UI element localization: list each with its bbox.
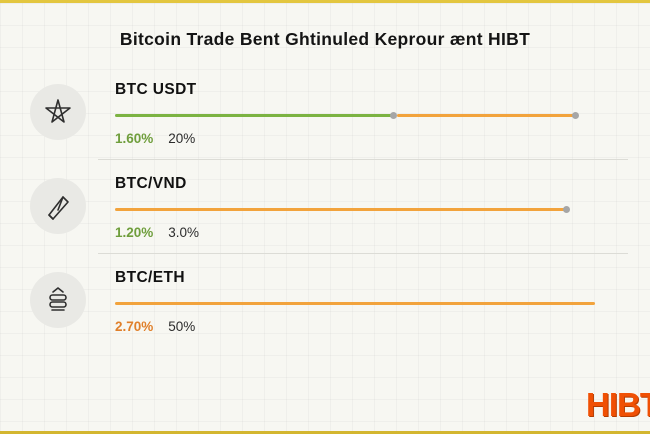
- bar-segment-green: [115, 113, 394, 117]
- bar-segment-orange: [115, 301, 595, 305]
- pen-icon: [48, 196, 69, 220]
- bar-mid-dot: [390, 111, 398, 119]
- progress-bar: [115, 111, 595, 119]
- list-item-btc-usdt: BTC USDT 1.60% 20%: [0, 66, 650, 159]
- row-labels: 1.20% 3.0%: [115, 225, 595, 240]
- hibt-logo: HIBT: [586, 386, 650, 423]
- rate-value: 2.70%: [115, 319, 154, 334]
- list-item-btc-vnd: BTC/VND 1.20% 3.0%: [0, 160, 650, 253]
- row-labels: 1.60% 20%: [115, 131, 595, 146]
- list-item-btc-eth: BTC/ETH 2.70% 50%: [0, 254, 650, 347]
- row-icon-circle: [30, 272, 86, 328]
- pair-label: BTC USDT: [115, 81, 197, 98]
- progress-bar: [115, 205, 595, 213]
- row-icon-circle: [30, 178, 86, 234]
- rate-value: 1.20%: [115, 225, 154, 240]
- row-divider: [98, 253, 628, 254]
- row-divider: [98, 159, 628, 160]
- row-content: BTC USDT 1.60% 20%: [115, 81, 595, 146]
- pair-label: BTC/VND: [115, 175, 187, 192]
- bar-segment-orange: [115, 207, 567, 211]
- page-title: Bitcoin Trade Bent Ghtinuled Keprour ænt…: [119, 29, 531, 49]
- row-icon-circle: [30, 84, 86, 140]
- secondary-value: 3.0%: [168, 225, 200, 240]
- secondary-value: 50%: [168, 319, 196, 334]
- bar-end-dot: [563, 205, 571, 213]
- bar-segment-orange: [397, 113, 575, 117]
- scribble-star-icon: [45, 99, 71, 123]
- row-content: BTC/ETH 2.70% 50%: [115, 269, 595, 334]
- secondary-value: 20%: [168, 131, 196, 146]
- row-labels: 2.70% 50%: [115, 319, 595, 334]
- coin-stack-icon: [49, 287, 67, 311]
- row-content: BTC/VND 1.20% 3.0%: [115, 175, 595, 240]
- pair-label: BTC/ETH: [115, 269, 185, 286]
- bar-end-dot: [571, 111, 579, 119]
- progress-bar: [115, 299, 595, 307]
- rate-value: 1.60%: [115, 131, 154, 146]
